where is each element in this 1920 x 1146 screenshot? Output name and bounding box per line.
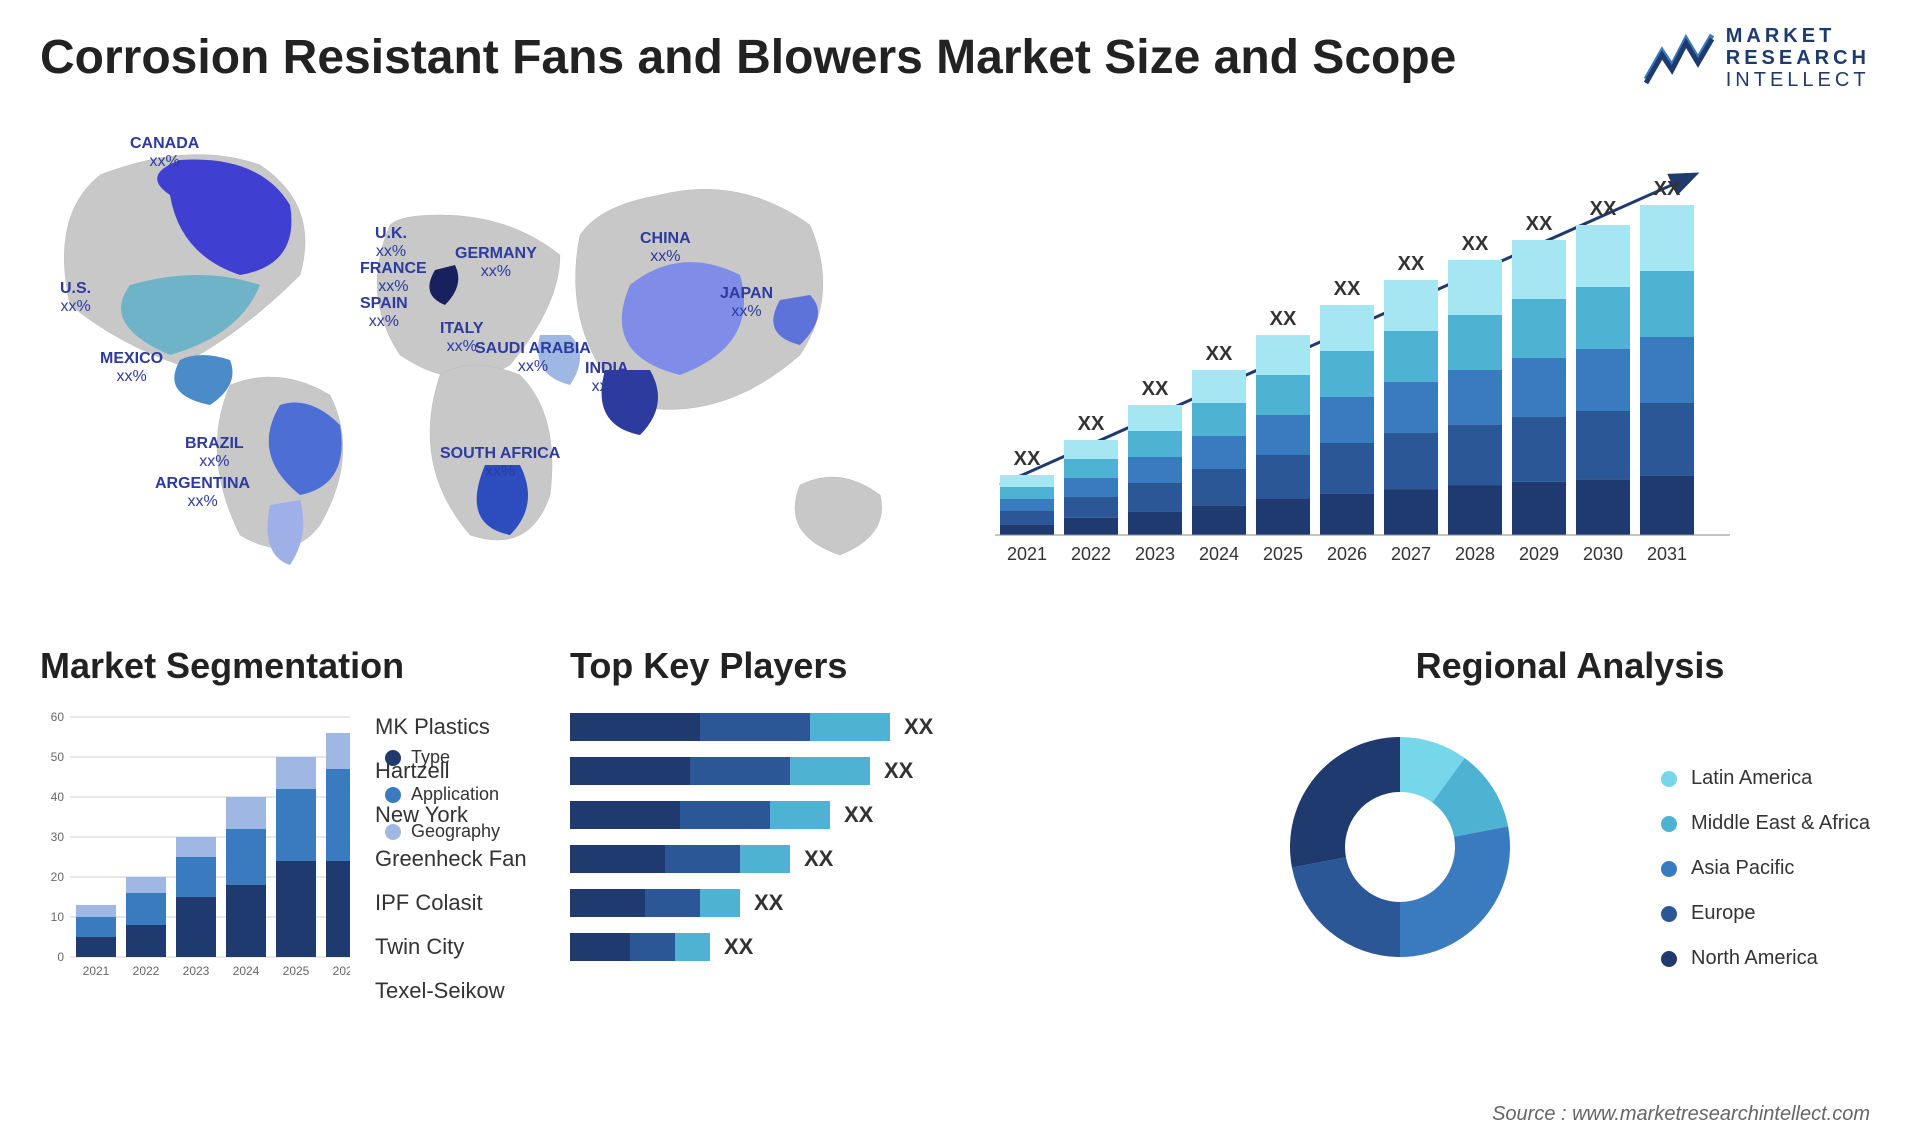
player-bar-row: XX [570,837,1020,881]
svg-text:XX: XX [1014,448,1041,470]
player-bar-label: XX [724,934,753,960]
map-label-china: CHINAxx% [640,230,691,265]
svg-text:XX: XX [1334,278,1361,300]
map-label-india: INDIAxx% [585,360,629,395]
svg-text:2026: 2026 [1327,544,1367,564]
svg-text:XX: XX [1142,378,1169,400]
svg-text:XX: XX [1526,213,1553,235]
player-bar-row: XX [570,749,1020,793]
donut-legend-item: North America [1661,947,1870,970]
map-label-canada: CANADAxx% [130,135,199,170]
map-label-saudiarabia: SAUDI ARABIAxx% [475,340,591,375]
svg-text:40: 40 [51,790,65,804]
svg-text:2031: 2031 [1647,544,1687,564]
player-name: Twin City [375,925,527,969]
svg-text:2025: 2025 [1263,544,1303,564]
svg-text:XX: XX [1462,233,1489,255]
world-map: CANADAxx% U.S.xx% MEXICOxx% BRAZILxx% ARGENT… [40,135,940,585]
regional-panel: Regional Analysis Latin America Middle Ea… [1260,645,1880,995]
logo-line1: MARKET [1726,25,1870,47]
donut-legend-item: Europe [1661,902,1870,925]
svg-text:XX: XX [1270,308,1297,330]
svg-text:2028: 2028 [1455,544,1495,564]
svg-text:XX: XX [1590,198,1617,220]
svg-text:50: 50 [51,750,65,764]
map-label-southafrica: SOUTH AFRICAxx% [440,445,560,480]
svg-text:30: 30 [51,830,65,844]
key-players-panel: Top Key Players MK PlasticsHartzellNew Y… [540,645,1230,995]
map-label-uk: U.K.xx% [375,225,407,260]
player-bar-label: XX [904,714,933,740]
page-title: Corrosion Resistant Fans and Blowers Mar… [40,30,1880,85]
player-bar-label: XX [804,846,833,872]
player-bar-label: XX [844,802,873,828]
player-bar-row: XX [570,793,1020,837]
svg-text:2030: 2030 [1583,544,1623,564]
svg-text:XX: XX [1078,413,1105,435]
player-name: Texel-Seikow [375,969,527,1013]
donut-legend-item: Latin America [1661,767,1870,790]
map-label-mexico: MEXICOxx% [100,350,163,385]
players-list: MK PlasticsHartzellNew YorkGreenheck Fan… [375,705,527,1013]
player-name: Greenheck Fan [375,837,527,881]
map-label-argentina: ARGENTINAxx% [155,475,250,510]
map-label-japan: JAPANxx% [720,285,773,320]
map-label-brazil: BRAZILxx% [185,435,244,470]
donut-legend-item: Middle East & Africa [1661,812,1870,835]
svg-text:2024: 2024 [233,964,260,978]
growth-bar-chart: XX 2021 XX 2022 XX 2023 XX 2024 XX 2025 XX 2026 XX 20… [980,135,1880,585]
players-bars: XXXXXXXXXXXX [570,705,1020,969]
svg-text:2021: 2021 [83,964,110,978]
svg-text:2022: 2022 [1071,544,1111,564]
segmentation-title: Market Segmentation [40,645,510,687]
svg-text:XX: XX [1654,178,1681,200]
player-bar-label: XX [754,890,783,916]
svg-text:2023: 2023 [183,964,210,978]
map-label-us: U.S.xx% [60,280,91,315]
key-players-title: Top Key Players [570,645,1230,687]
svg-text:2025: 2025 [283,964,310,978]
svg-text:XX: XX [1206,343,1233,365]
svg-text:20: 20 [51,870,65,884]
svg-text:2024: 2024 [1199,544,1239,564]
player-name: New York [375,793,527,837]
segmentation-chart-svg: 0 10 20 30 40 50 60 2021 2022 2023 2024 2025 2026 [40,707,350,987]
svg-text:2027: 2027 [1391,544,1431,564]
brand-logo: MARKET RESEARCH INTELLECT [1644,25,1870,91]
donut-legend-item: Asia Pacific [1661,857,1870,880]
svg-text:0: 0 [57,950,64,964]
source-label: Source : www.marketresearchintellect.com [1492,1103,1870,1126]
logo-icon [1644,31,1714,86]
svg-text:2023: 2023 [1135,544,1175,564]
logo-line3: INTELLECT [1726,69,1870,91]
player-bar-row: XX [570,881,1020,925]
svg-text:2021: 2021 [1007,544,1047,564]
svg-text:XX: XX [1398,253,1425,275]
svg-text:60: 60 [51,710,65,724]
donut-chart-svg [1260,707,1540,987]
svg-text:2022: 2022 [133,964,160,978]
player-bar-row: XX [570,705,1020,749]
svg-text:10: 10 [51,910,65,924]
player-bar-row: XX [570,925,1020,969]
map-label-france: FRANCExx% [360,260,427,295]
regional-title: Regional Analysis [1260,645,1880,687]
player-bar-label: XX [884,758,913,784]
player-name: Hartzell [375,749,527,793]
logo-line2: RESEARCH [1726,47,1870,69]
map-label-germany: GERMANYxx% [455,245,537,280]
player-name: IPF Colasit [375,881,527,925]
map-label-spain: SPAINxx% [360,295,408,330]
growth-chart-svg: XX 2021 XX 2022 XX 2023 XX 2024 XX 2025 XX 2026 XX 20… [980,135,1740,575]
player-name: MK Plastics [375,705,527,749]
donut-legend: Latin America Middle East & Africa Asia Pa… [1661,767,1870,992]
svg-text:2026: 2026 [333,964,350,978]
svg-text:2029: 2029 [1519,544,1559,564]
